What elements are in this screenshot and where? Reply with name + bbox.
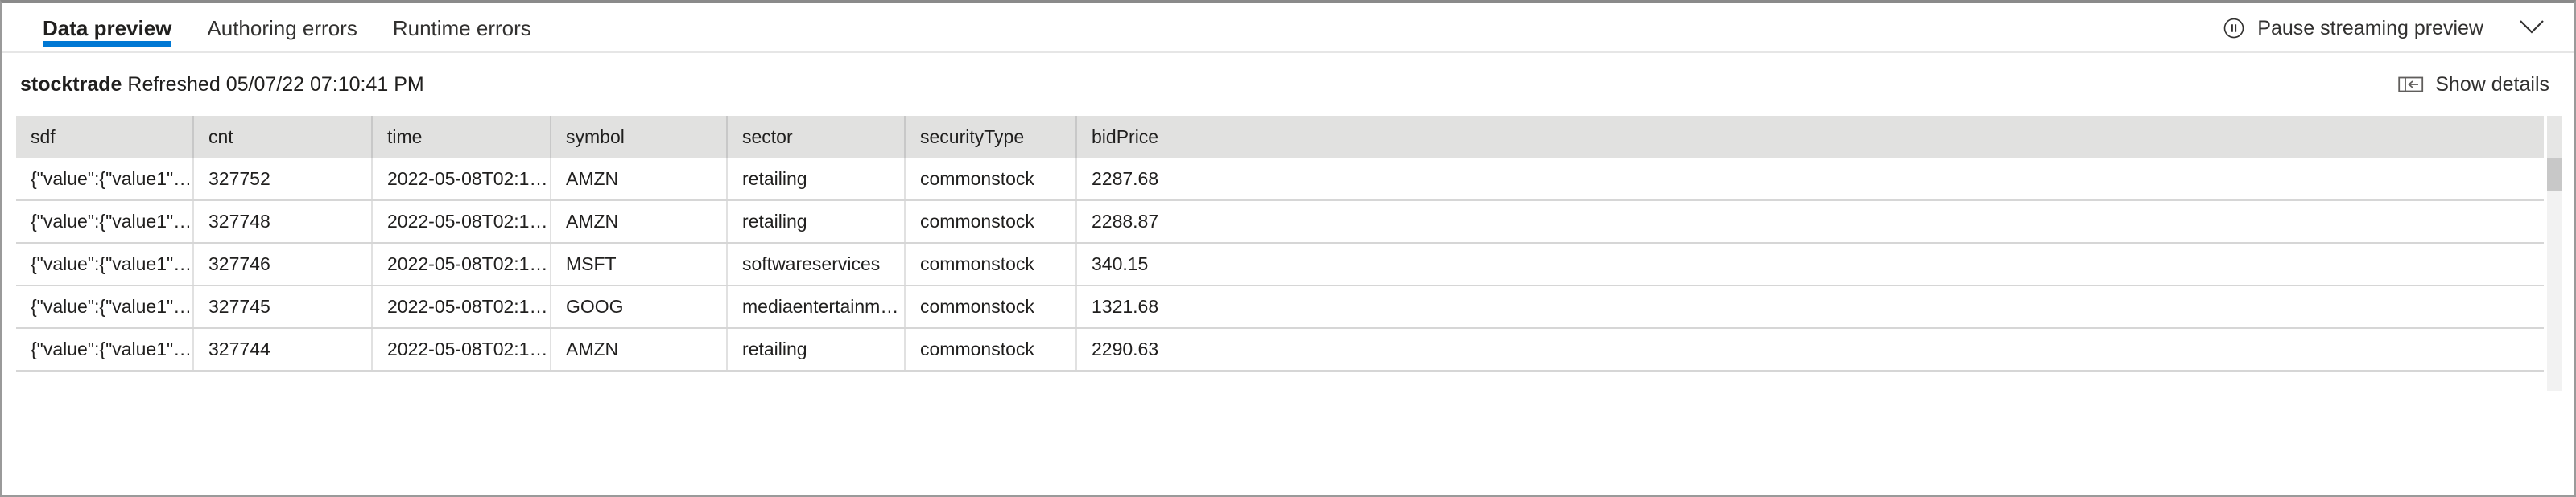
cell-securitytype: commonstock	[905, 285, 1077, 329]
cell-securitytype: commonstock	[905, 243, 1077, 286]
cell-cnt: 327752	[193, 158, 373, 201]
cell-sdf: {"value":{"value1":3}}	[16, 243, 194, 286]
cell-bidprice: 2288.87	[1076, 200, 2544, 244]
cell-sdf: {"value":{"value1":1}}	[16, 200, 194, 244]
table-body: {"value":{"value1":1}} 327752 2022-05-08…	[16, 158, 2544, 372]
cell-bidprice: 1321.68	[1076, 285, 2544, 329]
show-details-label: Show details	[2435, 72, 2549, 96]
cell-cnt: 327744	[193, 328, 373, 372]
dataset-name: stocktrade	[20, 72, 122, 96]
cell-cnt: 327745	[193, 285, 373, 329]
cell-bidprice: 2287.68	[1076, 158, 2544, 201]
show-details-button[interactable]: Show details	[2398, 73, 2556, 97]
refreshed-timestamp: Refreshed 05/07/22 07:10:41 PM	[122, 72, 424, 96]
table-row[interactable]: {"value":{"value1":1}} 327744 2022-05-08…	[16, 328, 2544, 372]
tab-bar: Data preview Authoring errors Runtime er…	[2, 3, 2574, 53]
cell-bidprice: 340.15	[1076, 243, 2544, 286]
pause-circle-icon	[2222, 16, 2246, 40]
tab-bar-actions: Pause streaming preview	[2212, 3, 2574, 53]
pause-streaming-preview-label: Pause streaming preview	[2257, 16, 2483, 39]
data-preview-table-container: sdf cnt time symbol sector securityType …	[16, 116, 2562, 391]
cell-bidprice: 2290.63	[1076, 328, 2544, 372]
tab-authoring-errors[interactable]: Authoring errors	[189, 3, 374, 53]
tab-runtime-errors-label: Runtime errors	[392, 15, 531, 40]
column-header-sector[interactable]: sector	[727, 116, 906, 158]
tab-authoring-errors-label: Authoring errors	[207, 15, 357, 40]
column-header-cnt[interactable]: cnt	[193, 116, 373, 158]
column-header-sdf[interactable]: sdf	[16, 116, 194, 158]
dataset-info-row: stocktrade Refreshed 05/07/22 07:10:41 P…	[2, 53, 2574, 116]
cell-securitytype: commonstock	[905, 328, 1077, 372]
column-header-bidprice[interactable]: bidPrice	[1076, 116, 2544, 158]
cell-time: 2022-05-08T02:17:18.105Z	[372, 328, 551, 372]
cell-securitytype: commonstock	[905, 200, 1077, 244]
column-header-time[interactable]: time	[372, 116, 551, 158]
cell-securitytype: commonstock	[905, 158, 1077, 201]
cell-sector: retailing	[727, 158, 906, 201]
cell-symbol: AMZN	[551, 158, 728, 201]
pause-streaming-preview-button[interactable]: Pause streaming preview	[2212, 11, 2493, 45]
tab-active-indicator	[43, 41, 172, 47]
cell-sector: retailing	[727, 328, 906, 372]
panel-left-arrow-icon	[2398, 74, 2424, 95]
scrollbar-header-cap	[2547, 116, 2562, 158]
cell-cnt: 327746	[193, 243, 373, 286]
cell-sdf: {"value":{"value1":1}}	[16, 328, 194, 372]
cell-sdf: {"value":{"value1":2}}	[16, 285, 194, 329]
cell-sector: softwareservices	[727, 243, 906, 286]
cell-sector: mediaentertainment	[727, 285, 906, 329]
table-row[interactable]: {"value":{"value1":1}} 327748 2022-05-08…	[16, 200, 2544, 244]
table-header-row: sdf cnt time symbol sector securityType …	[16, 116, 2544, 158]
chevron-down-icon	[2518, 18, 2545, 39]
collapse-chevron-button[interactable]	[2508, 8, 2556, 48]
dataset-info: stocktrade Refreshed 05/07/22 07:10:41 P…	[20, 73, 424, 97]
cell-symbol: AMZN	[551, 200, 728, 244]
tab-data-preview[interactable]: Data preview	[25, 3, 189, 53]
cell-symbol: MSFT	[551, 243, 728, 286]
tab-runtime-errors[interactable]: Runtime errors	[375, 3, 549, 53]
cell-cnt: 327748	[193, 200, 373, 244]
cell-symbol: GOOG	[551, 285, 728, 329]
scrollbar-thumb[interactable]	[2547, 158, 2562, 191]
column-header-securitytype[interactable]: securityType	[905, 116, 1077, 158]
cell-time: 2022-05-08T02:17:18.105Z	[372, 285, 551, 329]
cell-time: 2022-05-08T02:17:20.118Z	[372, 158, 551, 201]
data-preview-table: sdf cnt time symbol sector securityType …	[16, 116, 2544, 372]
cell-time: 2022-05-08T02:17:18.105Z	[372, 243, 551, 286]
cell-time: 2022-05-08T02:17:19.111Z	[372, 200, 551, 244]
cell-sdf: {"value":{"value1":1}}	[16, 158, 194, 201]
tab-list: Data preview Authoring errors Runtime er…	[2, 3, 549, 53]
table-row[interactable]: {"value":{"value1":3}} 327746 2022-05-08…	[16, 243, 2544, 286]
cell-sector: retailing	[727, 200, 906, 244]
tab-data-preview-label: Data preview	[43, 15, 172, 40]
column-header-symbol[interactable]: symbol	[551, 116, 728, 158]
table-row[interactable]: {"value":{"value1":1}} 327752 2022-05-08…	[16, 158, 2544, 201]
table-header: sdf cnt time symbol sector securityType …	[16, 116, 2544, 158]
cell-symbol: AMZN	[551, 328, 728, 372]
table-row[interactable]: {"value":{"value1":2}} 327745 2022-05-08…	[16, 285, 2544, 329]
table-vertical-scrollbar[interactable]	[2547, 116, 2562, 391]
